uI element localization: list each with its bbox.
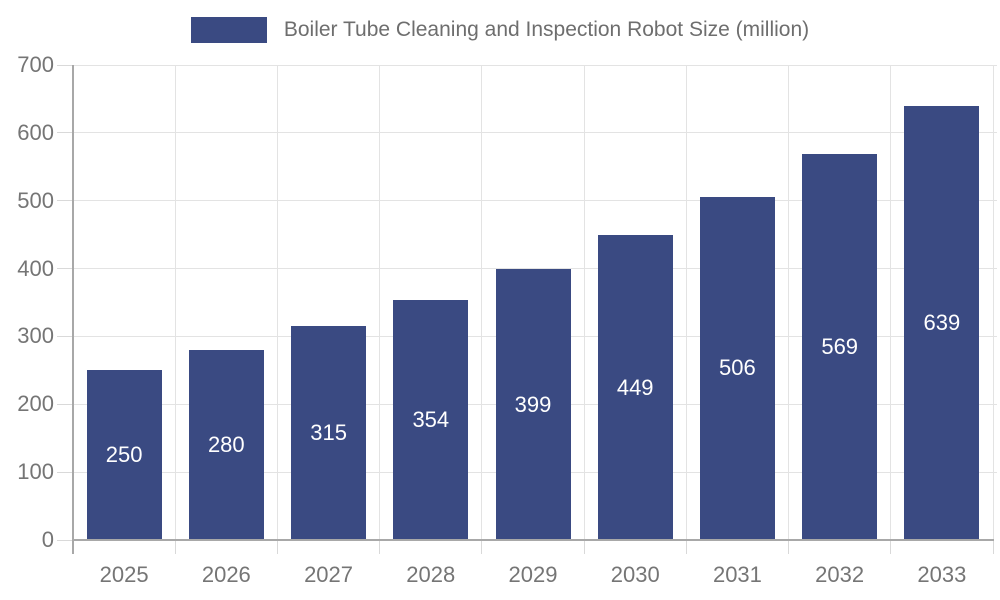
- x-axis-tick: [379, 540, 381, 554]
- bar: 315: [291, 326, 367, 541]
- bar-value-label: 639: [923, 310, 961, 336]
- y-axis-tick: [57, 132, 72, 134]
- bar: 354: [393, 299, 469, 540]
- vertical-gridline: [379, 65, 381, 540]
- x-axis-tick-label: 2031: [712, 562, 762, 587]
- horizontal-gridline: [73, 200, 997, 202]
- y-axis-tick: [57, 64, 72, 66]
- bar-value-label: 354: [412, 406, 450, 432]
- vertical-gridline: [276, 65, 278, 540]
- bar-value-label: 250: [105, 442, 143, 468]
- x-axis-tick: [788, 540, 790, 554]
- vertical-gridline: [481, 65, 483, 540]
- bar: 250: [86, 370, 162, 540]
- x-axis-tick-label: 2029: [508, 562, 558, 587]
- vertical-gridline: [583, 65, 585, 540]
- horizontal-gridline: [73, 132, 997, 134]
- horizontal-gridline: [73, 268, 997, 270]
- bar-value-label: 569: [821, 333, 859, 359]
- x-axis-tick-label: 2026: [201, 562, 251, 587]
- x-axis-tick-label: 2025: [99, 562, 149, 587]
- legend-swatch-icon: [190, 17, 267, 43]
- x-axis-tick: [685, 540, 687, 554]
- bar-value-label: 315: [310, 420, 347, 446]
- bar: 569: [802, 153, 878, 540]
- bar-value-label: 280: [207, 432, 245, 457]
- y-axis-tick-label: 400: [17, 255, 54, 281]
- bar: 399: [495, 269, 571, 541]
- y-axis-tick-label: 0: [41, 527, 54, 552]
- x-axis-tick: [890, 540, 892, 554]
- vertical-gridline: [788, 65, 790, 540]
- bar: 506: [699, 196, 775, 540]
- x-axis-line: [72, 539, 994, 541]
- bar: 280: [188, 350, 264, 540]
- vertical-gridline: [174, 65, 176, 540]
- bar-value-label: 449: [616, 374, 654, 400]
- y-axis-tick-label: 100: [17, 459, 54, 485]
- x-axis-tick: [276, 540, 278, 554]
- x-axis-tick-label: 2032: [815, 562, 865, 587]
- vertical-gridline: [992, 65, 994, 540]
- legend-label: Boiler Tube Cleaning and Inspection Robo…: [283, 18, 810, 41]
- x-axis-tick-label: 2030: [610, 562, 660, 587]
- bar: 449: [597, 235, 673, 540]
- bar-value-label: 399: [514, 391, 552, 417]
- y-axis-tick-label: 500: [17, 187, 54, 213]
- x-axis-tick: [992, 540, 994, 554]
- y-axis-tick: [57, 471, 72, 473]
- horizontal-gridline: [73, 64, 997, 66]
- y-axis-tick: [57, 200, 72, 202]
- vertical-gridline: [685, 65, 687, 540]
- y-axis-tick-label: 300: [17, 323, 54, 349]
- y-axis-line: [72, 65, 74, 554]
- x-axis-tick: [174, 540, 176, 554]
- y-axis-tick: [57, 268, 72, 270]
- x-axis-tick-label: 2028: [406, 562, 456, 587]
- x-axis-tick-label: 2027: [304, 562, 354, 587]
- x-axis-tick: [583, 540, 585, 554]
- y-axis-tick-label: 600: [17, 119, 54, 145]
- y-axis-tick: [57, 403, 72, 405]
- bar-value-label: 506: [719, 355, 756, 381]
- x-axis-tick-label: 2033: [917, 562, 967, 587]
- y-axis-tick-label: 200: [17, 391, 54, 417]
- y-axis-tick: [57, 335, 72, 337]
- y-axis-tick-label: 700: [17, 52, 54, 77]
- bar: 639: [904, 106, 980, 540]
- x-axis-tick: [481, 540, 483, 554]
- vertical-gridline: [890, 65, 892, 540]
- legend[interactable]: Boiler Tube Cleaning and Inspection Robo…: [0, 17, 1000, 43]
- y-axis-tick: [57, 539, 72, 541]
